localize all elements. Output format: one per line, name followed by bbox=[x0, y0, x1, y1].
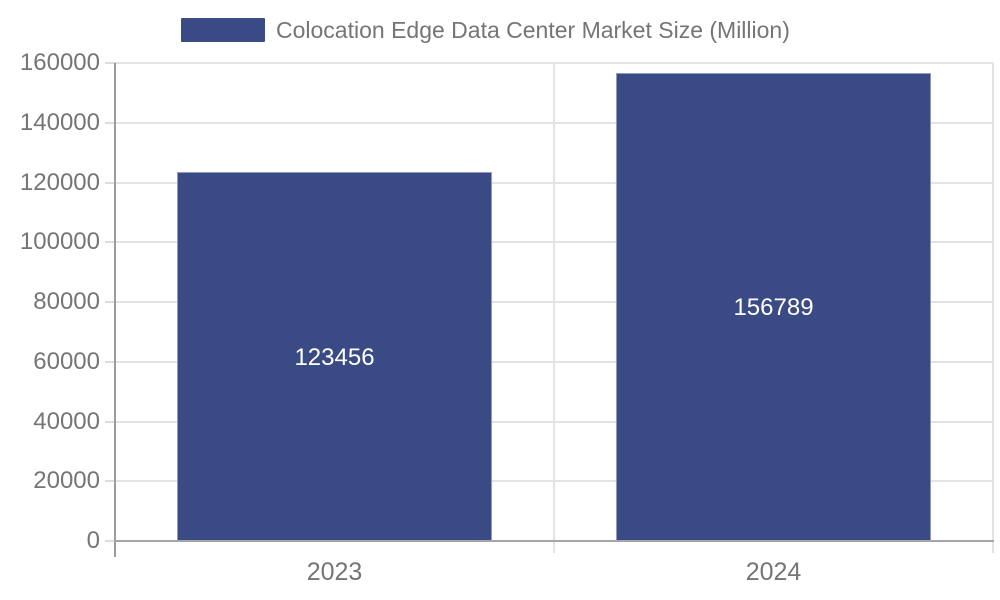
legend-swatch[interactable] bbox=[181, 18, 265, 42]
y-axis-tick bbox=[105, 480, 115, 483]
y-axis-tick bbox=[105, 121, 115, 124]
y-tick-label: 20000 bbox=[33, 467, 100, 495]
y-tick-label: 140000 bbox=[19, 108, 100, 136]
category-split-line bbox=[992, 63, 994, 553]
bar-value-label: 123456 bbox=[294, 343, 375, 371]
y-axis-tick bbox=[105, 181, 115, 184]
legend-label[interactable]: Colocation Edge Data Center Market Size … bbox=[276, 16, 790, 43]
y-axis-tick bbox=[105, 420, 115, 423]
bar-value-label: 156789 bbox=[733, 293, 814, 321]
y-tick-label: 160000 bbox=[19, 49, 100, 76]
y-axis-line bbox=[114, 63, 116, 557]
y-tick-label: 100000 bbox=[19, 228, 100, 256]
y-tick-label: 40000 bbox=[33, 407, 100, 435]
x-tick-label: 2024 bbox=[745, 558, 802, 586]
y-axis-tick bbox=[105, 301, 115, 303]
x-tick-label: 2023 bbox=[306, 558, 363, 586]
bar-2023[interactable]: 123456 bbox=[177, 172, 492, 541]
y-tick-label: 60000 bbox=[33, 347, 100, 375]
y-tick-label: 120000 bbox=[19, 168, 100, 196]
y-axis-tick bbox=[105, 62, 115, 64]
x-axis-line bbox=[114, 540, 994, 542]
bar-2024[interactable]: 156789 bbox=[616, 72, 931, 541]
y-axis-tick bbox=[105, 241, 115, 244]
y-tick-label: 80000 bbox=[33, 288, 100, 315]
legend-item[interactable]: Colocation Edge Data Center Market Size … bbox=[181, 17, 790, 43]
category-split-line bbox=[553, 63, 555, 553]
y-tick-label: 0 bbox=[86, 527, 100, 554]
plot-area: 123456 156789 bbox=[115, 62, 994, 553]
y-axis-tick bbox=[105, 360, 115, 363]
y-axis-tick bbox=[105, 540, 115, 542]
